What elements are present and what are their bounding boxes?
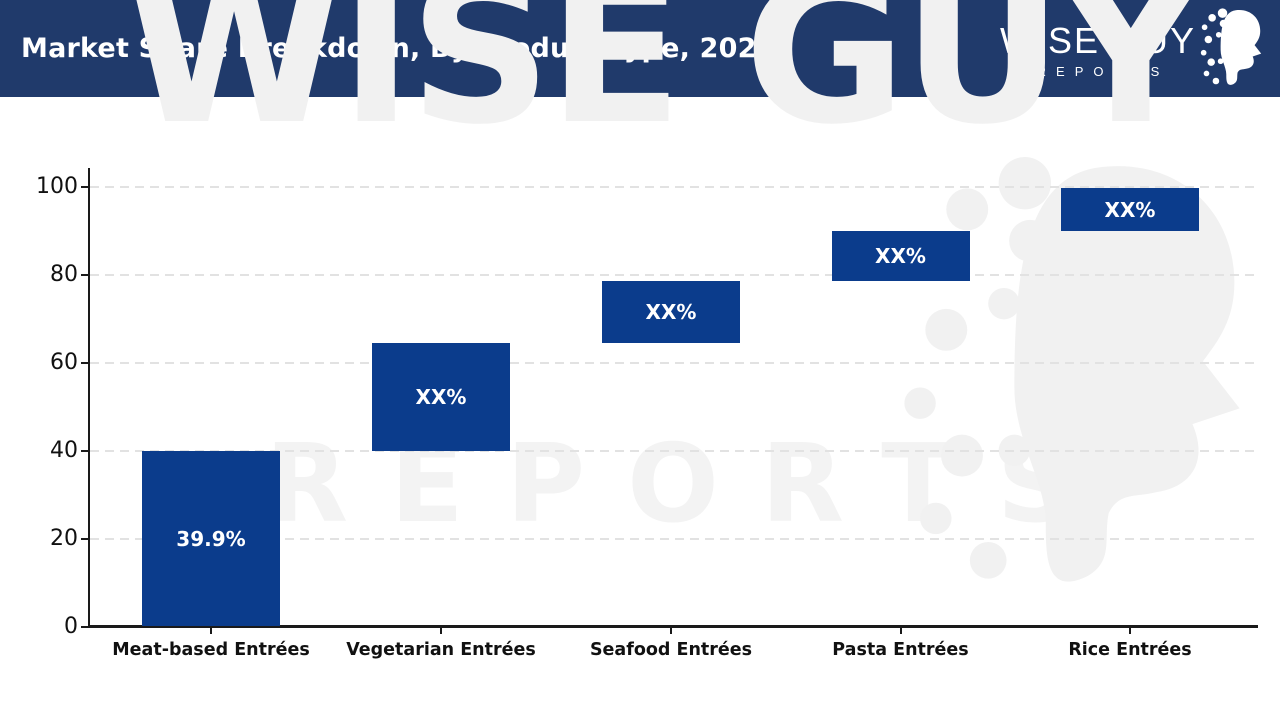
gridline: [90, 273, 1256, 276]
category-label: Seafood Entrées: [589, 640, 753, 660]
header-bar: Market Share Breakdown, By Product Type,…: [0, 0, 1280, 97]
category-label: Meat-based Entrées: [112, 640, 310, 660]
y-tick-label: 80: [50, 261, 78, 287]
bar-segment: 39.9%: [142, 450, 280, 627]
bar-segment: XX%: [372, 343, 510, 451]
wise-guy-face-icon: [1198, 8, 1264, 92]
category-label: Rice Entrées: [1068, 640, 1192, 660]
y-tick-mark: [81, 273, 89, 276]
brand-logo: WISE GUY REPORTS: [1000, 8, 1264, 92]
watermark-line1: WISE GUY: [125, 0, 1203, 168]
category-label: Pasta Entrées: [832, 640, 969, 660]
bar-segment: XX%: [831, 230, 970, 281]
bar-value-label: XX%: [1104, 197, 1156, 222]
gridline: [90, 185, 1256, 188]
x-tick-mark: [210, 628, 212, 634]
y-tick-label: 60: [50, 349, 78, 375]
brand-logo-text: WISE GUY REPORTS: [999, 19, 1196, 79]
y-tick-mark: [81, 625, 89, 628]
bar-value-label: XX%: [645, 299, 697, 324]
brand-subname: REPORTS: [1036, 63, 1170, 79]
bar-segment: XX%: [1061, 188, 1199, 231]
x-tick-mark: [899, 628, 902, 634]
bar-value-label: XX%: [875, 243, 926, 268]
y-tick-mark: [81, 537, 89, 540]
x-tick-mark: [1129, 628, 1131, 634]
y-tick-label: 40: [50, 437, 78, 463]
bar-value-label: XX%: [415, 385, 467, 410]
gridline: [90, 361, 1256, 364]
x-tick-mark: [440, 628, 442, 634]
y-tick-label: 0: [64, 613, 78, 639]
wise-guy-face-watermark-icon: [872, 157, 1272, 601]
gridline: [90, 537, 1256, 540]
category-label: Vegetarian Entrées: [346, 640, 536, 660]
x-axis-line: [88, 625, 1258, 628]
y-tick-label: 100: [36, 173, 78, 199]
brand-name: WISE GUY: [999, 19, 1196, 61]
x-tick-mark: [670, 628, 672, 634]
y-tick-mark: [81, 361, 89, 364]
y-tick-label: 20: [50, 525, 78, 551]
gridline: [90, 449, 1256, 452]
y-tick-mark: [81, 185, 89, 188]
y-tick-mark: [81, 449, 89, 452]
page-title: Market Share Breakdown, By Product Type,…: [21, 33, 776, 64]
y-axis-line: [88, 168, 90, 626]
bar-value-label: 39.9%: [176, 526, 246, 551]
bar-segment: XX%: [602, 280, 740, 344]
